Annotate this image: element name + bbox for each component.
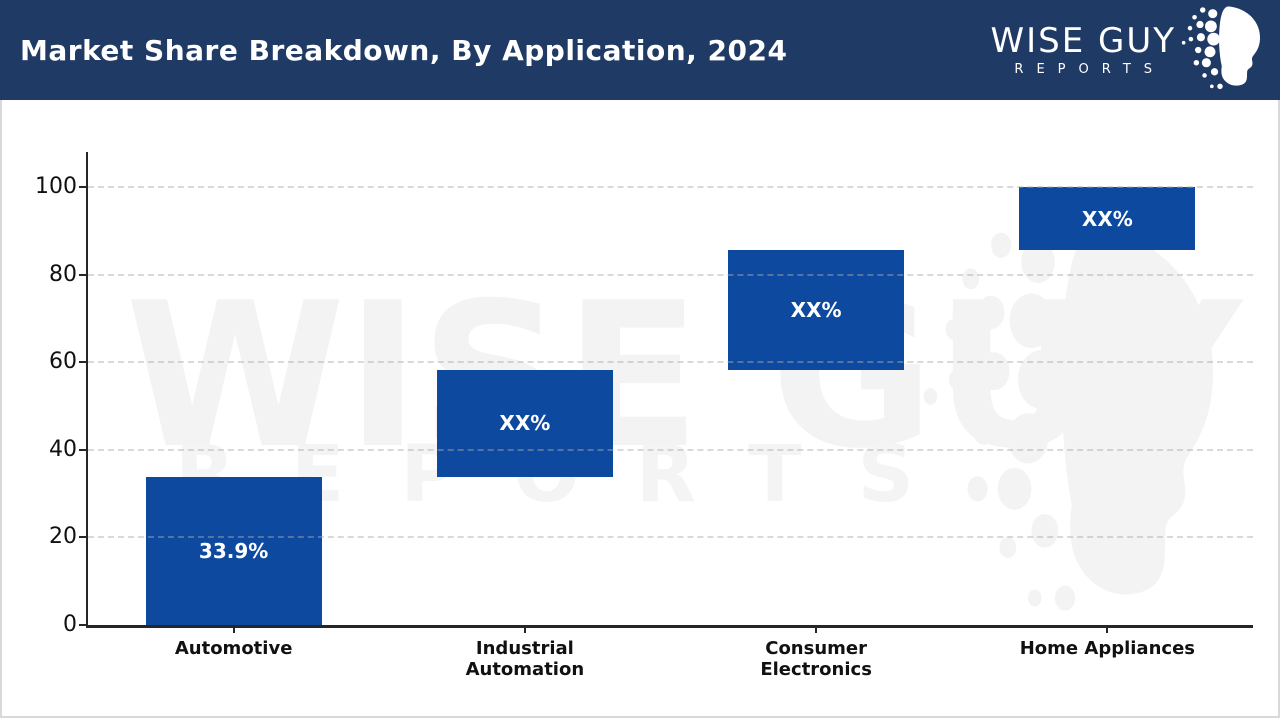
gridline [88, 448, 1253, 451]
x-axis-tick [232, 625, 235, 633]
logo-wordmark: WISE GUY [990, 20, 1176, 61]
y-axis-line [86, 151, 88, 628]
waterfall-bar-industrial-automation: XX% [436, 370, 613, 477]
dotted-head-icon [1181, 6, 1261, 90]
y-axis-tick [79, 361, 87, 364]
wise-guy-logo: WISE GUY REPORTS [990, 4, 1270, 96]
page-title: Market Share Breakdown, By Application, … [20, 33, 788, 67]
y-axis-tick-label: 20 [49, 524, 77, 550]
gridline [88, 186, 1253, 188]
bar-value-label: XX% [499, 411, 551, 436]
page-border-right [1278, 100, 1280, 718]
y-axis-tick [79, 536, 87, 539]
y-axis-tick [79, 273, 87, 276]
waterfall-chart: WISE GUY REPORTS 33.9%AutomotiveXX%Indus… [0, 100, 1280, 720]
bar-value-label: XX% [1081, 206, 1133, 231]
y-axis-tick-label: 0 [63, 612, 77, 637]
header-bar: Market Share Breakdown, By Application, … [0, 0, 1280, 100]
y-axis-tick-label: 80 [49, 261, 77, 287]
gridline [88, 273, 1253, 276]
page-border-bottom [0, 716, 1280, 718]
y-axis-tick [79, 624, 87, 626]
gridline [88, 361, 1253, 364]
logo-subtitle: REPORTS [1014, 61, 1166, 77]
logo-text: WISE GUY REPORTS [990, 24, 1176, 77]
y-axis-tick-label: 100 [35, 174, 77, 199]
bar-value-label: XX% [790, 298, 842, 323]
x-axis-category-label: Home Appliances [1019, 638, 1195, 659]
x-axis-tick [815, 625, 818, 633]
x-axis-category-label: Automotive [174, 638, 293, 659]
y-axis-tick [79, 186, 87, 188]
watermark-dotted-head-icon [923, 228, 1214, 611]
y-axis-tick [79, 448, 87, 451]
gridline [88, 536, 1253, 539]
page-border-left [0, 100, 2, 718]
waterfall-bar-consumer-electronics: XX% [728, 250, 905, 371]
waterfall-bar-home-appliances: XX% [1019, 187, 1196, 251]
x-axis-category-label: Industrial Automation [465, 638, 585, 680]
x-axis-tick [1106, 625, 1109, 633]
waterfall-bar-automotive: 33.9% [145, 476, 322, 625]
y-axis-tick-label: 60 [49, 349, 77, 375]
bar-value-label: 33.9% [198, 538, 269, 563]
x-axis-tick [523, 625, 526, 633]
x-axis-line [86, 625, 1253, 628]
x-axis-category-label: Consumer Electronics [760, 638, 872, 680]
y-axis-tick-label: 40 [49, 436, 77, 462]
